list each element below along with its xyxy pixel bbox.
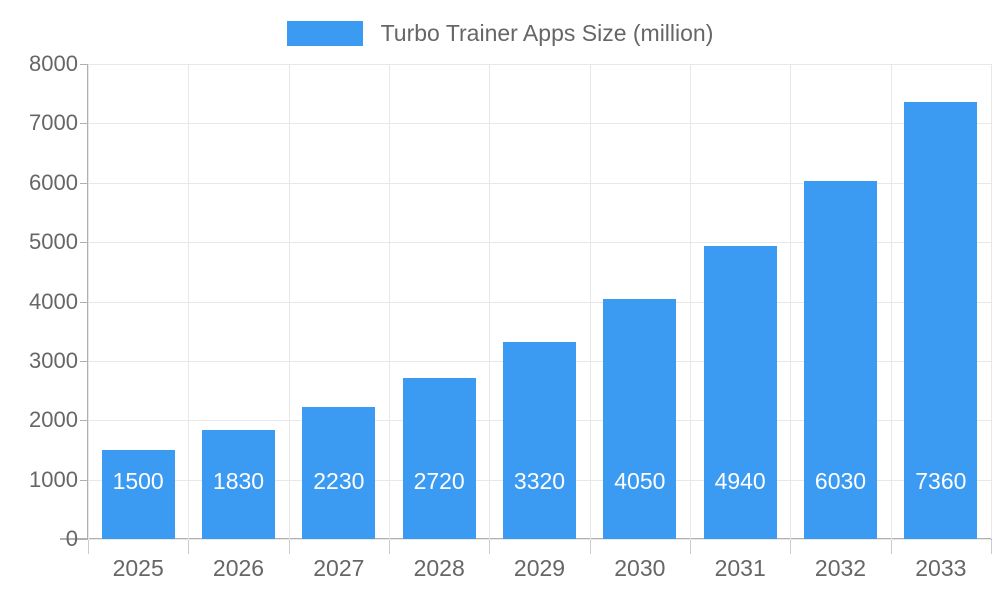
bar-2029[interactable]: 3320 bbox=[503, 341, 576, 539]
x-axis-tick-label-2027: 2027 bbox=[313, 555, 365, 581]
bar-value-label: 1830 bbox=[212, 468, 265, 494]
gridline-vertical bbox=[188, 64, 189, 539]
gridline-vertical bbox=[389, 64, 390, 539]
y-axis-tick-mark bbox=[80, 360, 87, 362]
bar-group[interactable]: 7360 bbox=[904, 64, 978, 539]
bar-value-label: 2720 bbox=[413, 468, 465, 494]
gridline-horizontal bbox=[88, 301, 991, 303]
gridline-horizontal bbox=[88, 123, 991, 125]
x-axis-tick-label-2028: 2028 bbox=[413, 555, 465, 581]
x-axis-tick-mark bbox=[991, 540, 992, 554]
gridline-vertical bbox=[88, 64, 89, 539]
x-axis-tick-label-2025: 2025 bbox=[112, 555, 164, 581]
y-axis-tick-mark bbox=[80, 123, 87, 125]
gridline-vertical bbox=[690, 64, 691, 539]
x-axis-tick-mark bbox=[289, 540, 290, 554]
bar-2027[interactable]: 2230 bbox=[302, 406, 376, 539]
x-axis-tick-mark bbox=[790, 540, 791, 554]
bar-group[interactable]: 1830 bbox=[202, 64, 275, 539]
gridline-horizontal bbox=[88, 539, 991, 540]
y-axis-tick-mark bbox=[80, 301, 87, 303]
gridline-vertical bbox=[590, 64, 591, 539]
y-axis-tick-label: 3000 bbox=[29, 347, 78, 373]
gridline-vertical bbox=[991, 64, 992, 539]
y-axis-tick-label: 2000 bbox=[29, 407, 78, 433]
bar-value-label: 4050 bbox=[614, 468, 666, 494]
x-axis-tick-mark bbox=[188, 540, 189, 554]
bar-2031[interactable]: 4940 bbox=[703, 245, 777, 539]
y-axis-tick-mark bbox=[80, 64, 87, 65]
x-axis-tick-label-2029: 2029 bbox=[513, 555, 566, 581]
y-axis-tick-mark bbox=[80, 539, 87, 540]
x-axis-tick-mark bbox=[88, 540, 89, 554]
bar-2030[interactable]: 4050 bbox=[603, 298, 677, 539]
gridline-vertical bbox=[891, 64, 892, 539]
bar-group[interactable]: 6030 bbox=[804, 64, 877, 539]
bar-value-label: 1500 bbox=[112, 468, 164, 494]
x-axis-tick-mark bbox=[690, 540, 691, 554]
y-axis-tick-label: 1000 bbox=[29, 466, 78, 492]
bar-2032[interactable]: 6030 bbox=[804, 180, 877, 539]
y-axis-tick-label: 5000 bbox=[29, 229, 78, 255]
x-axis-tick-label-2033: 2033 bbox=[915, 555, 967, 581]
x-axis-tick-label-2031: 2031 bbox=[714, 555, 766, 581]
y-axis-tick-mark bbox=[80, 242, 87, 244]
legend-entry-turbo-trainer-apps-size[interactable]: Turbo Trainer Apps Size (million) bbox=[286, 19, 714, 46]
bar-2026[interactable]: 1830 bbox=[202, 430, 275, 539]
gridline-horizontal bbox=[88, 64, 991, 65]
y-axis-tick-mark bbox=[80, 182, 87, 184]
y-axis-tick-label: 4000 bbox=[29, 288, 78, 314]
bar-group[interactable]: 4940 bbox=[703, 64, 777, 539]
legend-label: Turbo Trainer Apps Size (million) bbox=[380, 19, 714, 46]
bar-value-label: 7360 bbox=[915, 468, 967, 494]
y-axis-tick-label: 7000 bbox=[29, 110, 78, 136]
x-axis-tick-mark bbox=[389, 540, 390, 554]
x-axis-tick-mark bbox=[891, 540, 892, 554]
y-axis-tick-mark bbox=[80, 420, 87, 422]
x-axis-tick-label-2026: 2026 bbox=[212, 555, 265, 581]
bar-2028[interactable]: 2720 bbox=[402, 377, 476, 539]
y-axis-tick-mark bbox=[80, 479, 87, 481]
bar-value-label: 4940 bbox=[714, 468, 766, 494]
bar-2033[interactable]: 7360 bbox=[904, 102, 978, 539]
gridline-horizontal bbox=[88, 182, 991, 184]
plot-area: 1500 1830 2230 2720 3320 4050 4940 6030 7360 bbox=[88, 64, 992, 540]
bar-group[interactable]: 4050 bbox=[603, 64, 677, 539]
y-axis-tick-label: 0 bbox=[65, 526, 78, 551]
chart-legend: Turbo Trainer Apps Size (million) bbox=[0, 14, 1000, 52]
x-axis-tick-label-2030: 2030 bbox=[614, 555, 666, 581]
bar-group[interactable]: 2720 bbox=[402, 64, 476, 539]
legend-color-swatch-icon bbox=[286, 20, 363, 46]
y-axis-tick-label: 8000 bbox=[29, 51, 78, 76]
bar-value-label: 2230 bbox=[313, 468, 365, 494]
y-axis-tick-label: 6000 bbox=[29, 169, 78, 195]
gridline-vertical bbox=[489, 64, 490, 539]
bar-group[interactable]: 2230 bbox=[302, 64, 376, 539]
bar-group[interactable]: 1500 bbox=[101, 64, 175, 539]
x-axis-tick-mark bbox=[590, 540, 591, 554]
bar-group[interactable]: 3320 bbox=[503, 64, 576, 539]
bar-value-label: 6030 bbox=[814, 468, 867, 494]
bar-value-label: 3320 bbox=[513, 468, 566, 494]
gridline-horizontal bbox=[88, 242, 991, 244]
gridline-vertical bbox=[289, 64, 290, 539]
gridline-vertical bbox=[790, 64, 791, 539]
bar-2025[interactable]: 1500 bbox=[101, 449, 175, 539]
x-axis-tick-label-2032: 2032 bbox=[814, 555, 867, 581]
x-axis-tick-mark bbox=[489, 540, 490, 554]
